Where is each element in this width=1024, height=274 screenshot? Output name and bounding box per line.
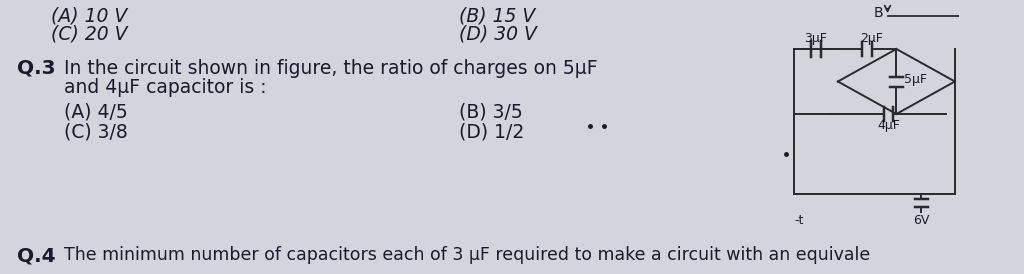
Text: (A) 10 V: (A) 10 V bbox=[51, 6, 128, 25]
Text: 5μF: 5μF bbox=[904, 73, 927, 86]
Text: (B) 15 V: (B) 15 V bbox=[459, 6, 535, 25]
Text: 3μF: 3μF bbox=[805, 32, 827, 45]
Text: (D) 1/2: (D) 1/2 bbox=[459, 122, 524, 141]
Text: Q.3: Q.3 bbox=[16, 59, 55, 78]
Text: 6V: 6V bbox=[913, 214, 930, 227]
Text: B: B bbox=[873, 6, 883, 20]
Text: (A) 4/5: (A) 4/5 bbox=[63, 102, 127, 121]
Text: Q.4: Q.4 bbox=[16, 246, 55, 265]
Text: The minimum number of capacitors each of 3 μF required to make a circuit with an: The minimum number of capacitors each of… bbox=[63, 246, 870, 264]
Text: (B) 3/5: (B) 3/5 bbox=[459, 102, 522, 121]
Text: (D) 30 V: (D) 30 V bbox=[459, 24, 537, 43]
Text: (C) 20 V: (C) 20 V bbox=[51, 24, 128, 43]
Text: (C) 3/8: (C) 3/8 bbox=[63, 122, 127, 141]
Text: 2μF: 2μF bbox=[860, 32, 884, 45]
Text: 4μF: 4μF bbox=[877, 119, 900, 132]
Text: -t: -t bbox=[794, 214, 803, 227]
Text: In the circuit shown in figure, the ratio of charges on 5μF: In the circuit shown in figure, the rati… bbox=[63, 59, 597, 78]
Text: and 4μF capacitor is :: and 4μF capacitor is : bbox=[63, 78, 266, 97]
